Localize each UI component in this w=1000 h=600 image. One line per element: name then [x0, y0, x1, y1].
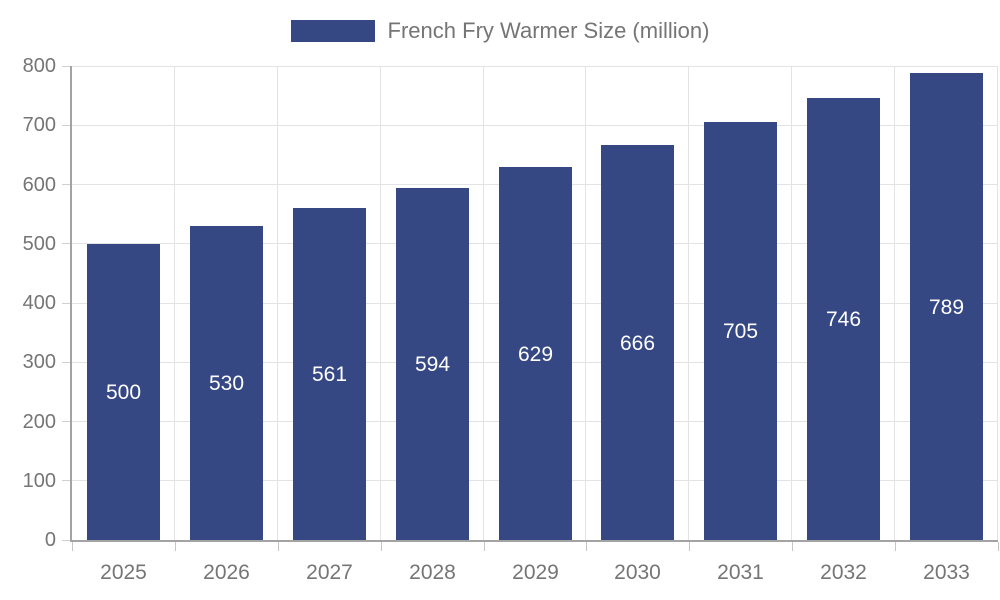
- bar-value-label: 789: [928, 296, 965, 319]
- x-gridline: [483, 66, 484, 540]
- y-tick-mark: [62, 421, 70, 422]
- x-tick-label: 2033: [923, 561, 970, 584]
- y-tick-mark: [62, 539, 70, 541]
- y-tick-label: 100: [22, 469, 56, 492]
- y-gridline: [72, 65, 998, 67]
- x-tick-label: 2027: [306, 561, 353, 584]
- bar: 666: [601, 145, 674, 540]
- bar: 561: [293, 208, 366, 540]
- y-tick-label: 500: [22, 232, 56, 255]
- plot-area: 0 100 200 300 400 500 600 700 800 500 2025 530 2026 5…: [23, 56, 999, 583]
- legend-label: French Fry Warmer Size (million): [387, 18, 710, 43]
- x-tick-mark: [483, 542, 485, 551]
- x-gridline: [585, 66, 586, 540]
- x-tick-label: 2032: [820, 561, 867, 584]
- y-tick-mark: [62, 184, 70, 185]
- y-tick-label: 300: [22, 351, 56, 374]
- y-tick-label: 400: [22, 292, 56, 314]
- y-tick-label: 0: [44, 529, 56, 551]
- legend-swatch: [290, 20, 375, 42]
- bar: 594: [396, 188, 469, 540]
- bar-value-label: 746: [825, 308, 862, 331]
- x-tick-label: 2028: [409, 561, 456, 584]
- y-tick-mark: [62, 65, 70, 67]
- bar: 530: [190, 226, 263, 540]
- x-tick-mark: [894, 542, 896, 551]
- bar-value-label: 500: [105, 381, 142, 404]
- y-tick-label: 200: [22, 410, 56, 433]
- bar: 629: [499, 167, 572, 540]
- bar-value-label: 629: [517, 343, 554, 366]
- y-tick-mark: [62, 302, 70, 304]
- y-tick-mark: [62, 243, 70, 245]
- y-tick-mark: [62, 124, 70, 126]
- bar-value-label: 530: [208, 372, 245, 395]
- bar: 746: [807, 98, 880, 540]
- x-gridline: [997, 66, 998, 540]
- bar: 705: [704, 122, 777, 540]
- x-gridline: [174, 66, 175, 540]
- legend-item[interactable]: French Fry Warmer Size (million): [0, 18, 1000, 44]
- y-tick-mark: [62, 480, 70, 482]
- x-tick-label: 2025: [100, 561, 147, 584]
- bar-value-label: 594: [414, 353, 451, 376]
- bar: 789: [910, 73, 983, 540]
- x-tick-mark: [585, 542, 587, 551]
- bar-value-label: 666: [619, 332, 656, 355]
- x-tick-mark: [277, 542, 279, 551]
- x-tick-label: 2026: [203, 561, 250, 584]
- y-tick-label: 600: [22, 173, 56, 196]
- x-tick-mark: [997, 542, 999, 551]
- x-gridline: [277, 66, 278, 540]
- x-tick-mark: [174, 542, 176, 551]
- x-gridline: [791, 66, 792, 540]
- x-tick-mark: [791, 542, 793, 551]
- y-tick-label: 800: [22, 55, 56, 77]
- bar-value-label: 561: [311, 363, 348, 386]
- x-tick-mark: [380, 542, 382, 551]
- y-tick-mark: [62, 361, 70, 363]
- x-tick-label: 2029: [512, 561, 559, 584]
- bar-value-label: 705: [722, 320, 759, 343]
- x-gridline: [894, 66, 895, 540]
- bar: 500: [87, 244, 160, 540]
- x-gridline: [380, 66, 381, 540]
- x-gridline: [688, 66, 689, 540]
- x-tick-label: 2030: [614, 561, 661, 584]
- x-tick-label: 2031: [717, 561, 764, 584]
- x-tick-mark: [688, 542, 690, 551]
- y-tick-label: 700: [22, 114, 56, 137]
- y-gridline: [72, 124, 998, 126]
- x-tick-mark: [71, 542, 73, 551]
